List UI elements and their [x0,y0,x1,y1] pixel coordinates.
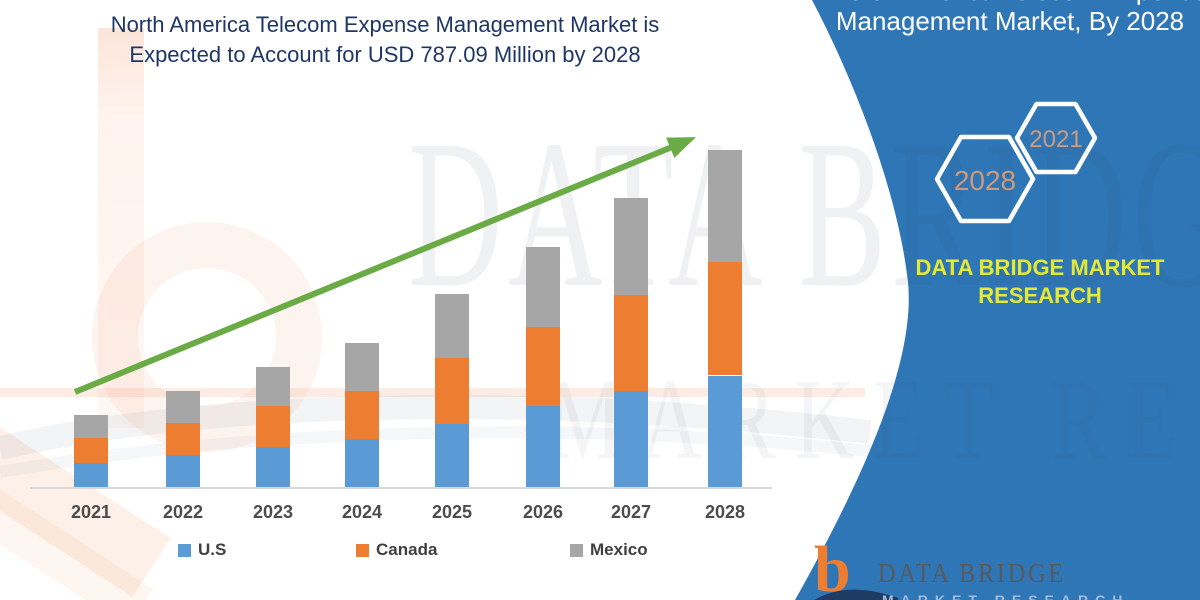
bar-segment-us-2026 [526,406,560,487]
bar-segment-us-2024 [345,438,379,487]
bar-segment-us-2022 [166,455,200,487]
bar-segment-mexico-2024 [345,343,379,391]
x-axis-label-2028: 2028 [704,502,746,522]
bar-segment-canada-2028 [708,262,742,376]
brand-name-line1: DATA BRIDGE MARKET [915,255,1165,280]
hexagon-2028 [934,134,1036,224]
chart-title: North America Telecom Expense Management… [40,10,730,70]
bar-segment-mexico-2022 [166,390,200,424]
bar-segment-canada-2027 [614,294,648,391]
logo-title: DATA BRIDGE [878,558,1066,588]
legend-label: U.S [198,540,227,559]
watermark-horizontal-band [0,388,865,397]
bar-segment-mexico-2026 [526,246,560,328]
legend-swatch [570,543,583,557]
logo-subtitle: MARKET RESEARCH [882,592,1130,600]
logo-b-icon: b [814,533,851,600]
chart-title-line2: Expected to Account for USD 787.09 Milli… [129,42,641,67]
chart-title-line1: North America Telecom Expense Management… [110,12,660,37]
x-axis-line [30,487,772,489]
bar-segment-canada-2024 [345,390,379,439]
logo-swoosh-icon [814,589,898,600]
legend-swatch [356,543,369,557]
panel-title: Management Market, By 2028 [835,6,1185,36]
brand-name-line2: RESEARCH [978,283,1102,308]
bar-segment-us-2023 [256,447,290,487]
brand-name-text: DATA BRIDGE MARKET RESEARCH [880,254,1200,310]
bar-segment-mexico-2028 [708,149,742,263]
hexagon-2021 [1014,101,1098,175]
bar-segment-mexico-2023 [256,366,290,407]
x-axis-label-2025: 2025 [431,502,473,522]
bar-segment-canada-2022 [166,423,200,456]
bar-segment-canada-2023 [256,406,290,448]
legend-item-mexico: Mexico [570,540,648,559]
x-axis-label-2024: 2024 [341,502,383,522]
legend-swatch [178,543,191,557]
panel-title-cutoff-line: North America Telecom Expense [830,0,1200,5]
bar-segment-canada-2025 [435,358,469,424]
bar-segment-mexico-2027 [614,197,648,295]
bar-segment-us-2028 [708,375,742,487]
x-axis-label-2022: 2022 [162,502,204,522]
hexagon-year-2028: 2028 [953,165,1017,196]
footer-logo: b DATA BRIDGE MARKET RESEARCH [808,533,1200,600]
bar-segment-mexico-2025 [435,294,469,359]
bar-segment-us-2027 [614,390,648,487]
legend-item-canada: Canada [356,540,438,559]
bar-segment-canada-2026 [526,327,560,407]
x-axis-label-2027: 2027 [610,502,652,522]
bar-segment-us-2021 [74,462,108,487]
x-axis-label-2023: 2023 [252,502,294,522]
x-axis-label-2021: 2021 [70,502,112,522]
hexagon-year-2021: 2021 [1029,126,1083,153]
legend-item-us: U.S [178,540,227,559]
bar-segment-mexico-2021 [74,415,108,439]
bar-segment-canada-2021 [74,438,108,463]
x-axis-label-2026: 2026 [522,502,564,522]
legend-label: Mexico [590,540,648,559]
bar-segment-us-2025 [435,423,469,487]
legend-label: Canada [376,540,438,559]
